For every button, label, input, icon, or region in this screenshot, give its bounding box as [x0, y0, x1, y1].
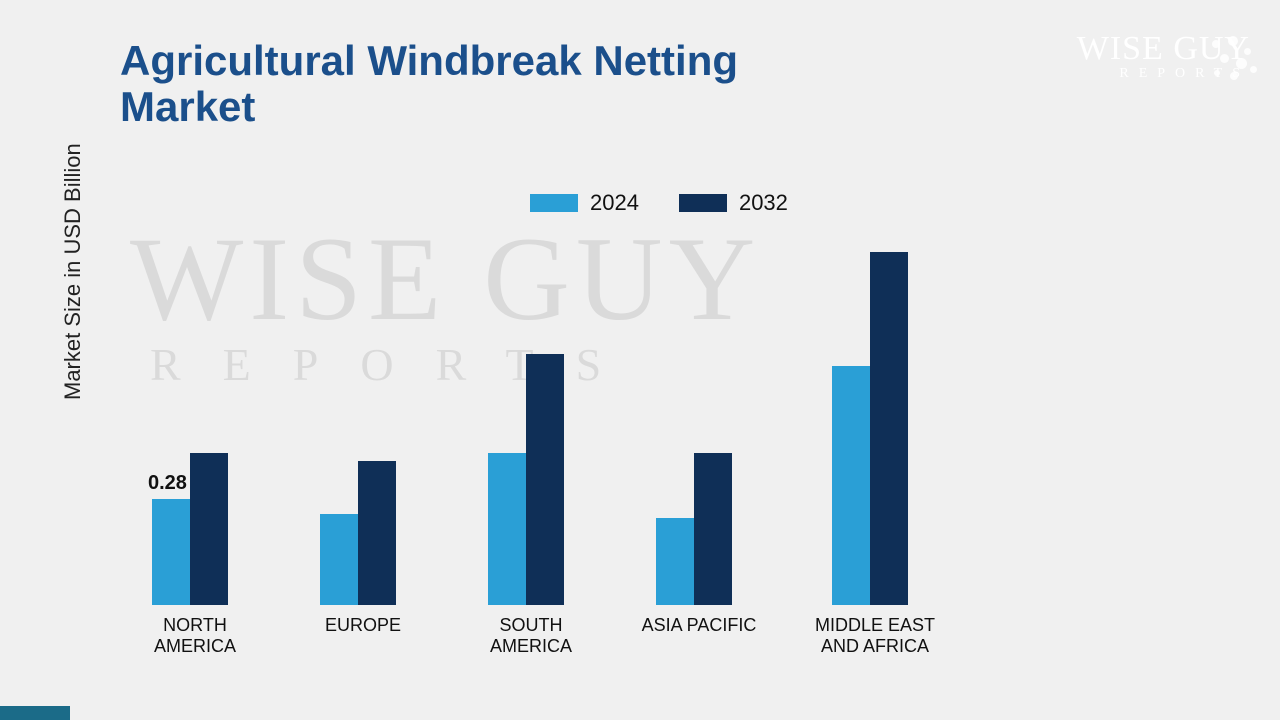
x-axis-label: EUROPE	[293, 605, 433, 636]
bar-value-label: 0.28	[148, 472, 187, 495]
y-axis-label: Market Size in USD Billion	[60, 143, 86, 400]
legend-swatch-2032	[679, 194, 727, 212]
x-axis-label: MIDDLE EAST AND AFRICA	[805, 605, 945, 656]
legend: 2024 2032	[530, 190, 788, 216]
legend-label-2032: 2032	[739, 190, 788, 216]
legend-item-2032: 2032	[679, 190, 788, 216]
x-axis-label: NORTH AMERICA	[125, 605, 265, 656]
plot-area: NORTH AMERICA0.28EUROPESOUTH AMERICAASIA…	[120, 225, 1000, 605]
bar-2032	[694, 453, 732, 605]
bar-2032	[358, 461, 396, 605]
legend-label-2024: 2024	[590, 190, 639, 216]
bar-chart: NORTH AMERICA0.28EUROPESOUTH AMERICAASIA…	[120, 225, 1000, 605]
side-panel	[960, 0, 1280, 720]
x-axis-label: SOUTH AMERICA	[461, 605, 601, 656]
footer-accent	[0, 706, 70, 720]
bar-2024	[320, 514, 358, 605]
bar-2032	[526, 354, 564, 605]
bar-2024	[488, 453, 526, 605]
bar-2024	[656, 518, 694, 605]
legend-swatch-2024	[530, 194, 578, 212]
bar-2024	[832, 366, 870, 605]
chart-title: Agricultural Windbreak Netting Market	[120, 38, 760, 130]
bar-2024	[152, 499, 190, 605]
brand-logo-dots-icon	[1206, 36, 1266, 96]
bar-2032	[870, 252, 908, 605]
legend-item-2024: 2024	[530, 190, 639, 216]
page: WISE GUY REPORTS Agricultural Windbreak …	[0, 0, 1280, 720]
x-axis-label: ASIA PACIFIC	[629, 605, 769, 636]
bar-2032	[190, 453, 228, 605]
